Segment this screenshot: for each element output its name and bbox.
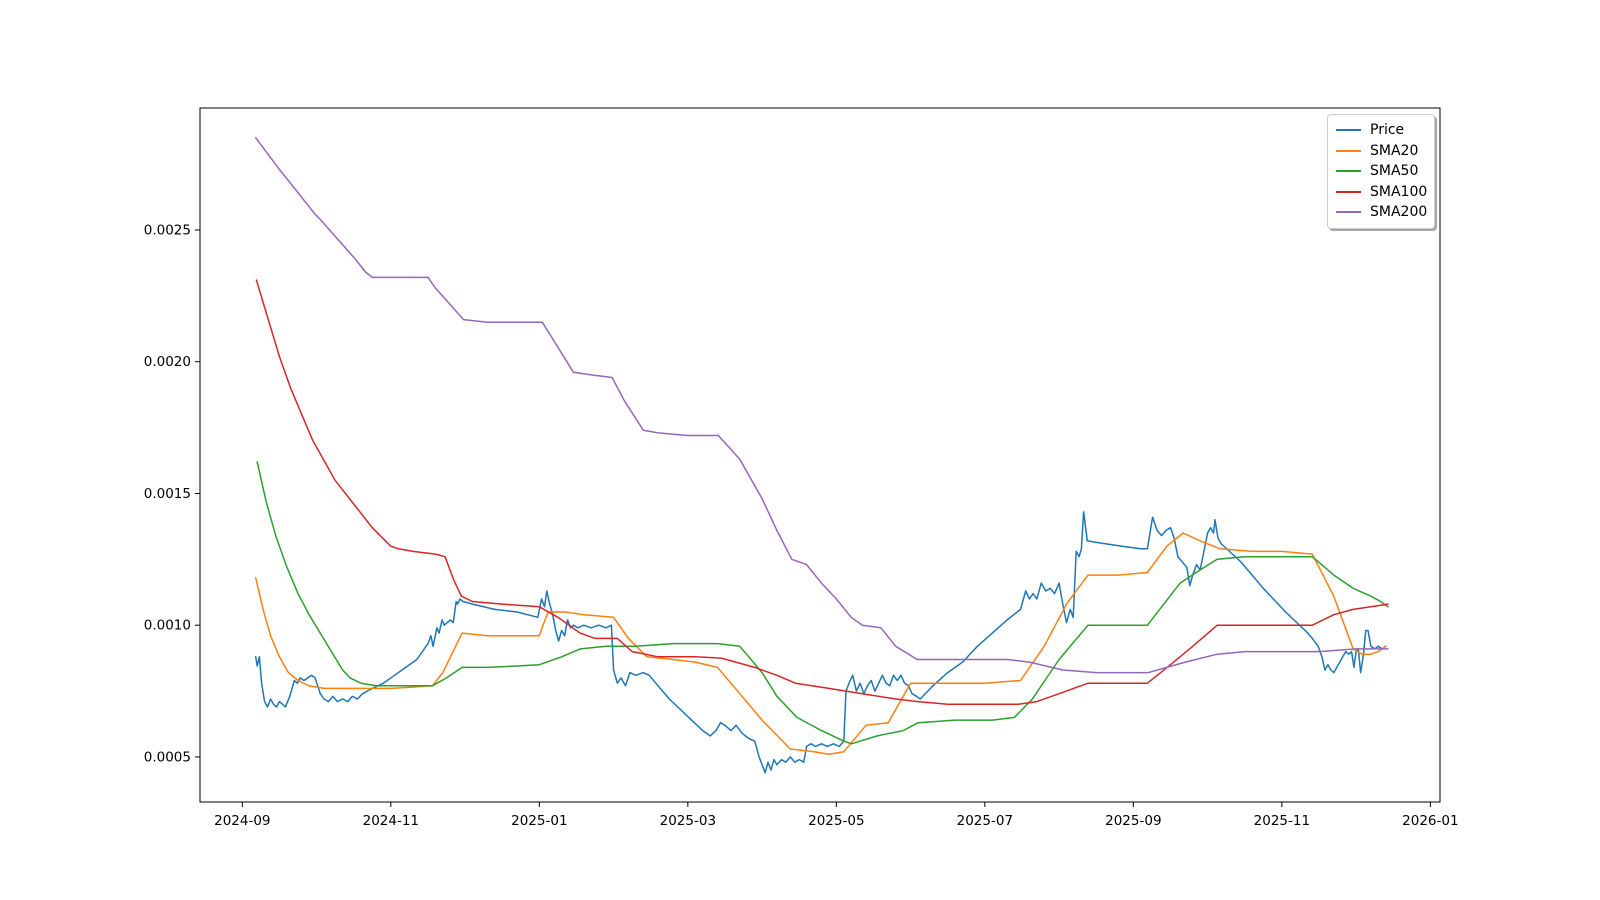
x-tick-label: 2024-09 (214, 813, 270, 829)
legend-item-price: Price (1336, 120, 1427, 141)
sma200-line (254, 137, 1389, 674)
x-tick-label: 2025-09 (1105, 813, 1161, 829)
y-tick-label: 0.0015 (144, 486, 191, 502)
legend-label-sma200: SMA200 (1370, 204, 1428, 221)
x-tick-label: 2025-03 (660, 813, 716, 829)
plot-border (199, 107, 1441, 803)
y-tick-label: 0.0020 (144, 354, 191, 370)
sma50-line-swatch (1336, 170, 1361, 173)
price-line-swatch (1336, 129, 1361, 132)
legend: Price SMA20 SMA50 SMA100 SMA200 (1327, 114, 1435, 229)
x-tick-label: 2025-07 (957, 813, 1013, 829)
legend-label-sma100: SMA100 (1370, 183, 1428, 200)
y-tick-label: 0.0010 (144, 618, 191, 634)
sma20-line (254, 532, 1387, 756)
legend-label-price: Price (1370, 122, 1405, 139)
price-line (254, 511, 1387, 774)
legend-label-sma50: SMA50 (1370, 163, 1419, 180)
legend-item-sma200: SMA200 (1336, 202, 1427, 223)
sma100-line-swatch (1336, 190, 1361, 193)
sma20-line-swatch (1336, 149, 1361, 152)
legend-item-sma50: SMA50 (1336, 161, 1427, 182)
x-tick-label: 2025-11 (1254, 813, 1310, 829)
x-tick-label: 2025-01 (511, 813, 567, 829)
sma200-line-swatch (1336, 211, 1361, 214)
x-tick-label: 2024-11 (363, 813, 419, 829)
legend-item-sma20: SMA20 (1336, 141, 1427, 162)
x-tick-label: 2025-05 (808, 813, 864, 829)
legend-label-sma20: SMA20 (1370, 142, 1419, 159)
y-tick-label: 0.0005 (144, 749, 191, 765)
x-tick-label: 2026-01 (1402, 813, 1458, 829)
legend-item-sma100: SMA100 (1336, 182, 1427, 203)
sma50-line (256, 461, 1389, 745)
y-tick-label: 0.0025 (144, 222, 191, 238)
sma100-line (255, 279, 1389, 705)
